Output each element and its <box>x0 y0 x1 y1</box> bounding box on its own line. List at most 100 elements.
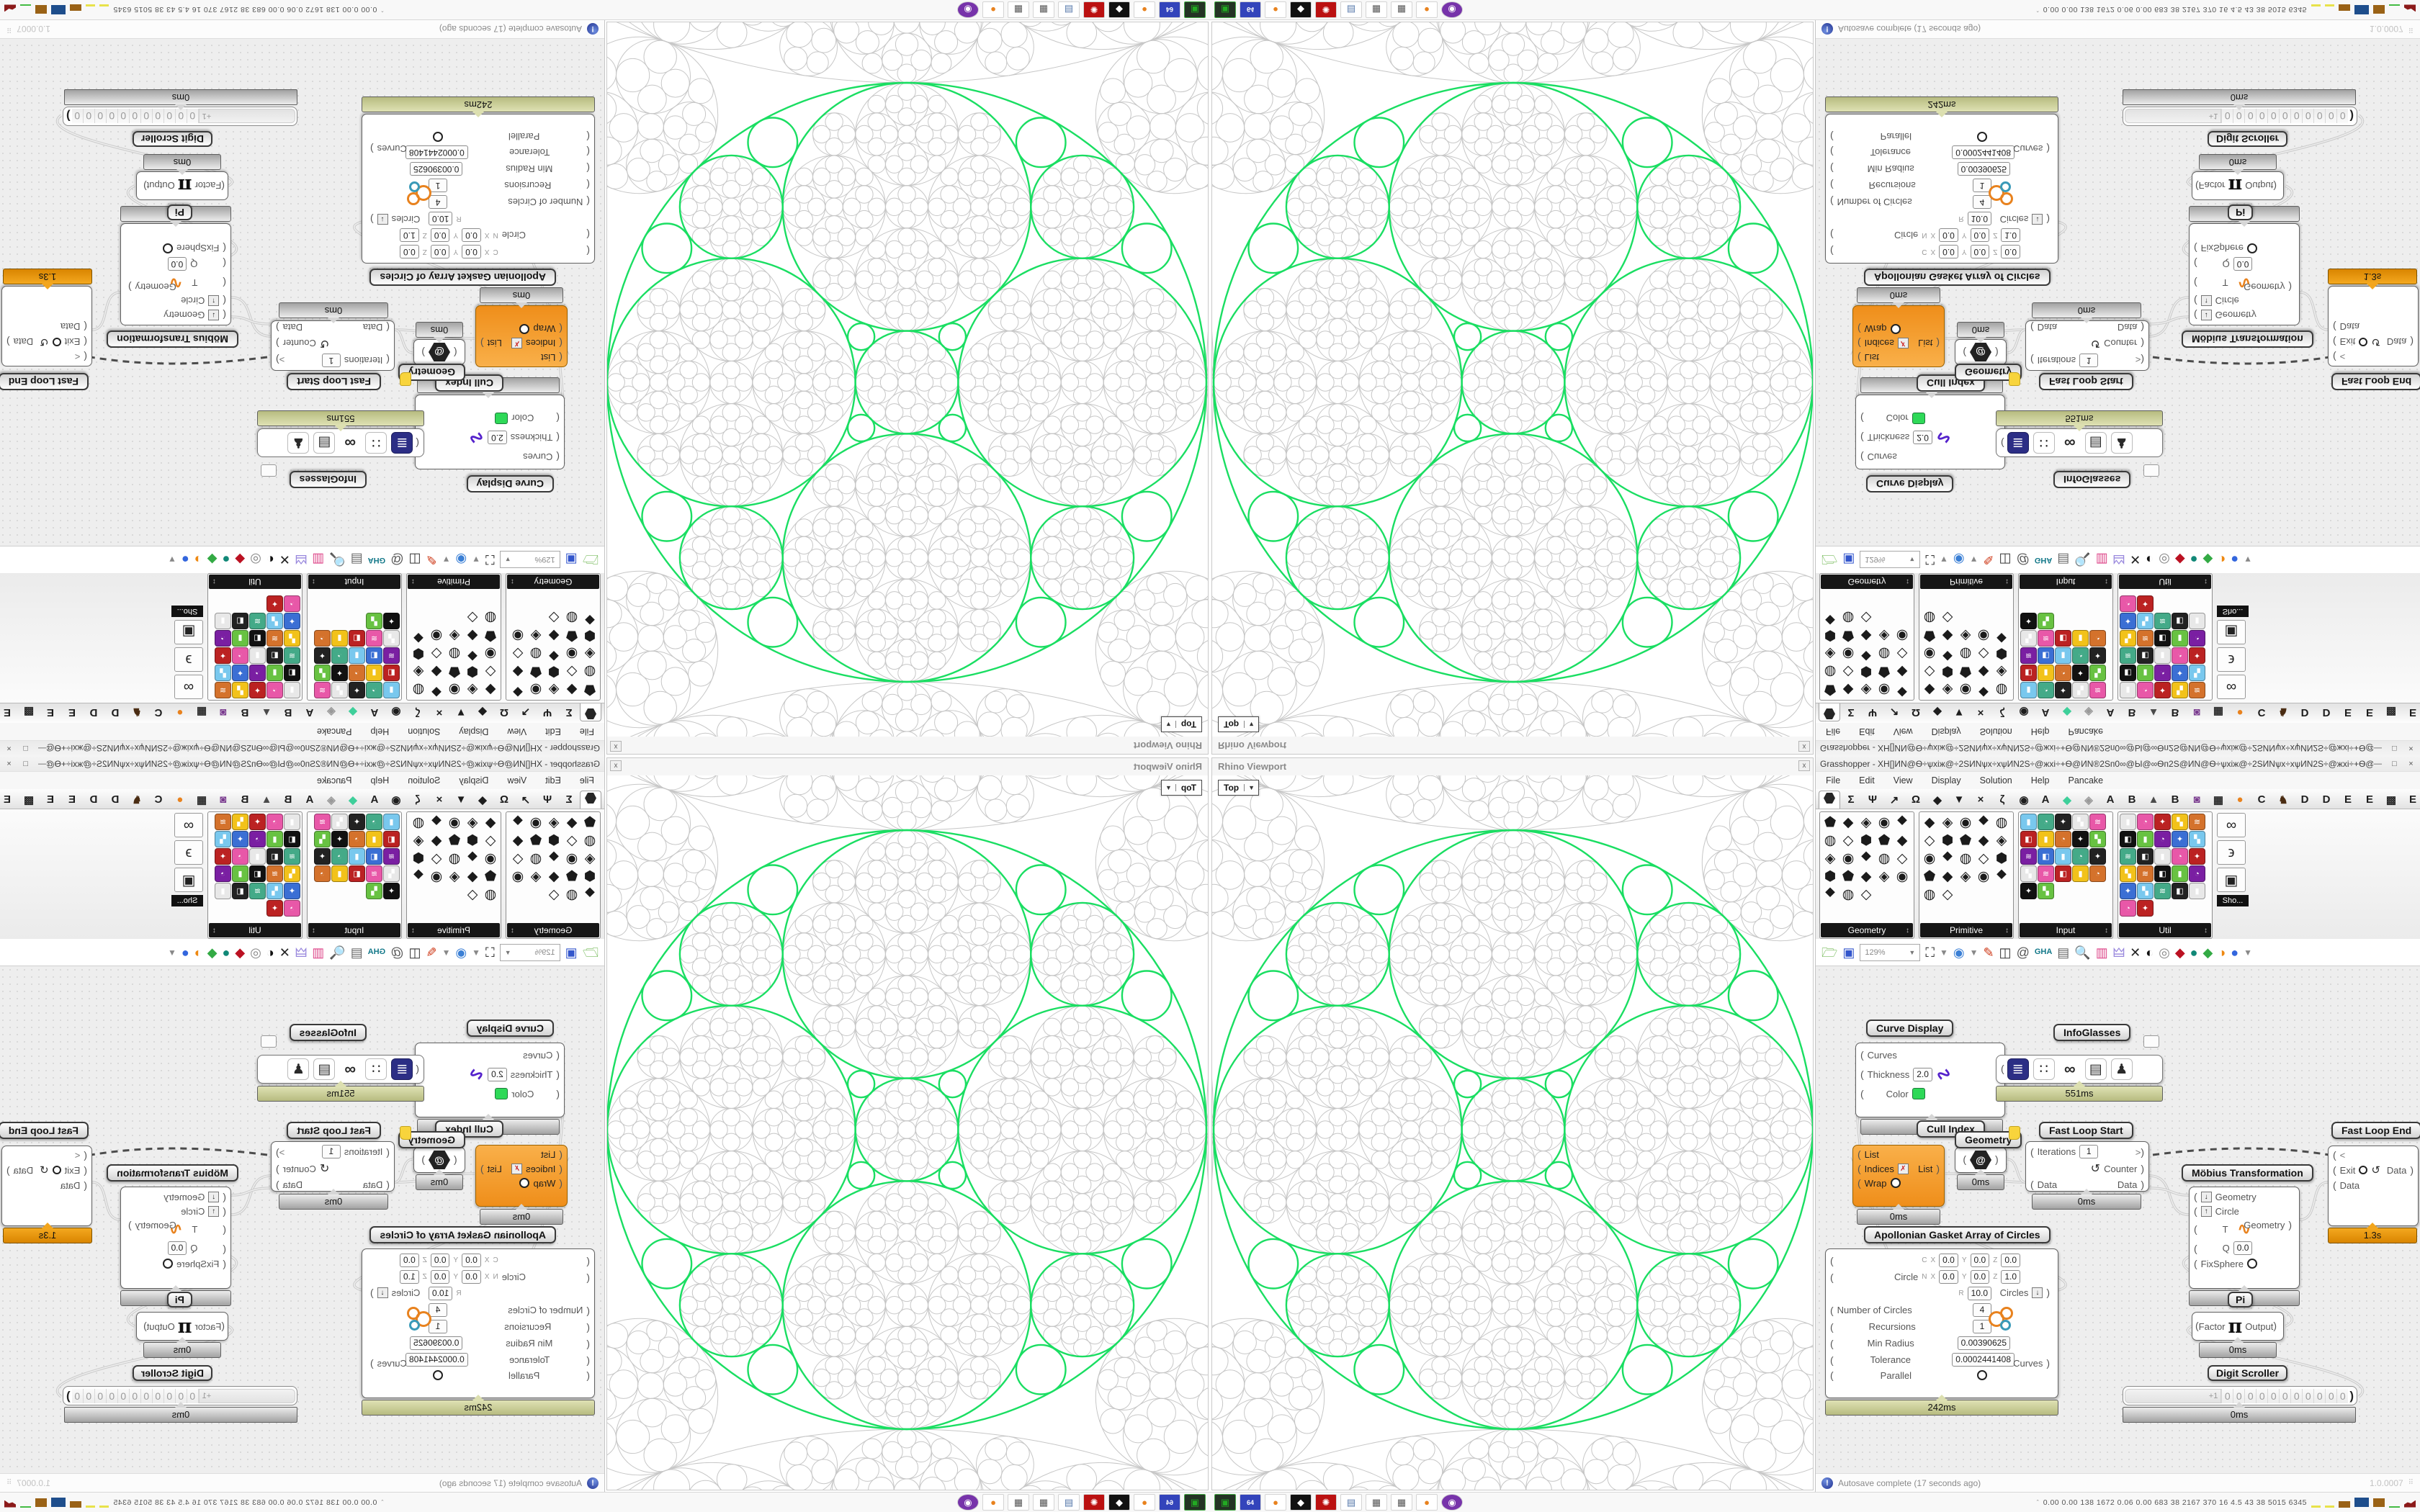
geometry-output[interactable]: Geometry <box>2244 1219 2285 1230</box>
note-bubble-icon[interactable] <box>2143 464 2159 477</box>
category-tab-3[interactable]: Ω <box>499 706 509 719</box>
list-circle-icon[interactable]: ≣ <box>391 1058 413 1080</box>
data-input[interactable]: Data <box>362 322 383 333</box>
component-icon[interactable]: ✦ <box>2020 613 2037 629</box>
digit-cell-8[interactable]: 0 <box>94 1388 107 1403</box>
component-icon[interactable]: ⬢ <box>466 832 479 848</box>
search-icon[interactable]: 🔍 <box>2074 945 2091 960</box>
thickness-input[interactable]: Thickness <box>1867 432 1910 444</box>
close-icon[interactable]: x <box>1798 760 1810 771</box>
circle-input[interactable]: Circle <box>2215 295 2239 307</box>
digit-cell-6[interactable]: 0 <box>117 1388 130 1403</box>
component-icon[interactable]: ✦ <box>383 883 400 899</box>
c-z-value[interactable]: 0.0 <box>400 245 419 258</box>
component-icon[interactable]: ⯁ <box>1896 683 1908 698</box>
show-plugin-icon-0[interactable]: ∞ <box>174 813 203 837</box>
apollonian-label[interactable]: Apollonian Gasket Array of Circles <box>1864 269 2051 286</box>
minimize-icon[interactable]: — <box>38 744 46 753</box>
palette-group-label[interactable]: Util ↕ <box>2119 575 2211 589</box>
taskbar-firefox-icon[interactable]: ● <box>1265 1 1286 18</box>
component-icon[interactable]: ≋ <box>2154 883 2171 899</box>
component-icon[interactable]: ▮ <box>349 647 365 664</box>
component-icon[interactable]: ▮ <box>266 665 283 681</box>
taskbar-notepad-icon[interactable]: ▤ <box>1058 1 1080 18</box>
component-icon[interactable]: ◧ <box>2055 630 2071 647</box>
digit-cell-2[interactable]: 0 <box>2244 109 2257 124</box>
curve-display-label[interactable]: Curve Display <box>466 475 554 492</box>
viewport-canvas[interactable] <box>1212 22 1813 737</box>
plugin-tab-7[interactable]: ◙ <box>220 793 227 806</box>
show-plugin-icon-2[interactable]: ▣ <box>174 868 203 892</box>
component-icon[interactable]: ◍ <box>1878 850 1891 866</box>
component-icon[interactable]: ◇ <box>1942 610 1953 626</box>
close-icon[interactable]: x <box>610 760 622 771</box>
c-z-value[interactable]: 0.0 <box>400 1254 419 1267</box>
component-icon[interactable]: ◉ <box>1977 868 1990 884</box>
plugin-tab-8[interactable]: ▦ <box>2213 706 2224 718</box>
component-icon[interactable]: ◇ <box>1860 610 1872 626</box>
component-icon[interactable]: ⬟ <box>484 868 497 884</box>
n-z-value[interactable]: 1.0 <box>2001 228 2020 242</box>
taskbar-firefox-icon[interactable]: ● <box>1134 1 1155 18</box>
plugin-tab-15[interactable]: E <box>2365 706 2373 719</box>
component-icon[interactable]: ⯁ <box>584 886 596 901</box>
component-icon[interactable]: ⬢ <box>412 850 425 866</box>
component-icon[interactable]: ◆ <box>1978 832 1989 848</box>
color-swatch[interactable] <box>495 1088 508 1099</box>
plugin-tab-15[interactable]: E <box>2365 793 2373 806</box>
pi-label[interactable]: Pi <box>166 1292 192 1308</box>
component-icon[interactable]: ⬟ <box>1824 682 1837 698</box>
save-file-icon[interactable]: ▣ <box>1842 552 1855 567</box>
component-icon[interactable]: ◉ <box>1878 682 1891 698</box>
infoglasses-component[interactable]: ≣ ∷ ∞ ▤ ♟ <box>1996 428 2163 457</box>
component-icon[interactable]: ▮ <box>2154 647 2171 664</box>
plugin-tab-11[interactable]: ♞ <box>2278 706 2288 718</box>
component-icon[interactable]: ◇ <box>1978 646 1989 662</box>
infoglasses-component[interactable]: ≣ ∷ ∞ ▤ ♟ <box>257 428 424 457</box>
gift-icon[interactable]: ▥ <box>2095 552 2108 567</box>
plugin-tab-8[interactable]: ▦ <box>196 706 207 718</box>
component-icon[interactable]: ◆ <box>1942 868 1953 884</box>
component-icon[interactable]: ⬢ <box>547 664 560 680</box>
component-icon[interactable]: ◍ <box>529 646 542 662</box>
factor-input[interactable]: Factor <box>2198 1320 2226 1332</box>
component-icon[interactable]: ⯁ <box>1860 850 1872 865</box>
close-icon[interactable]: × <box>2408 759 2414 768</box>
min-radius-value[interactable]: 0.00390625 <box>410 162 463 176</box>
component-icon[interactable]: ⬟ <box>1842 868 1855 884</box>
component-icon[interactable]: ▚ <box>266 883 283 899</box>
component-icon[interactable]: ◉ <box>1923 646 1936 662</box>
component-icon[interactable]: ◉ <box>1896 628 1909 644</box>
component-icon[interactable]: ✦ <box>2137 595 2154 612</box>
component-icon[interactable]: ▮ <box>2189 883 2205 899</box>
digit-cell-8[interactable]: 0 <box>94 109 107 124</box>
viewport-canvas[interactable] <box>1212 775 1813 1490</box>
component-icon[interactable]: ▚ <box>284 630 300 647</box>
digit-cell-7[interactable]: 0 <box>2302 109 2314 124</box>
component-icon[interactable]: ▮ <box>215 883 231 899</box>
component-icon[interactable]: ✦ <box>2089 647 2106 664</box>
c-y-value[interactable]: 0.0 <box>1970 1254 1990 1267</box>
plugin-tab-10[interactable]: C <box>2257 793 2266 806</box>
digit-cell-10[interactable]: 0 <box>2336 1388 2349 1403</box>
component-icon[interactable]: ▮ <box>2072 865 2089 882</box>
data-input[interactable]: Data <box>2339 321 2360 333</box>
tolerance-value[interactable]: 0.0002441408 <box>405 1353 468 1367</box>
gem-icon[interactable]: ◆ <box>235 552 246 567</box>
taskbar-maze-icon-2[interactable]: ▦ <box>1008 1494 1029 1511</box>
indices-input[interactable]: Indices <box>1864 1163 1894 1174</box>
component-icon[interactable]: ◔ <box>2072 647 2089 664</box>
component-icon[interactable]: ◧ <box>2137 848 2154 865</box>
component-icon[interactable]: ◧ <box>2154 865 2171 882</box>
taskbar-firefox-icon[interactable]: ● <box>1134 1494 1155 1511</box>
search-icon[interactable]: 🔍 <box>2074 552 2091 567</box>
half-sphere-icon[interactable]: ◑ <box>194 945 202 960</box>
component-icon[interactable]: ◉ <box>448 814 461 830</box>
chevron-down-icon[interactable]: ▼ <box>1939 947 1948 958</box>
rings-icon[interactable]: ◎ <box>2159 552 2170 567</box>
minimize-icon[interactable]: — <box>38 759 46 768</box>
component-icon[interactable]: ◆ <box>1860 628 1872 644</box>
component-icon[interactable]: ≋ <box>266 865 283 882</box>
component-icon[interactable]: ▮ <box>2137 665 2154 681</box>
